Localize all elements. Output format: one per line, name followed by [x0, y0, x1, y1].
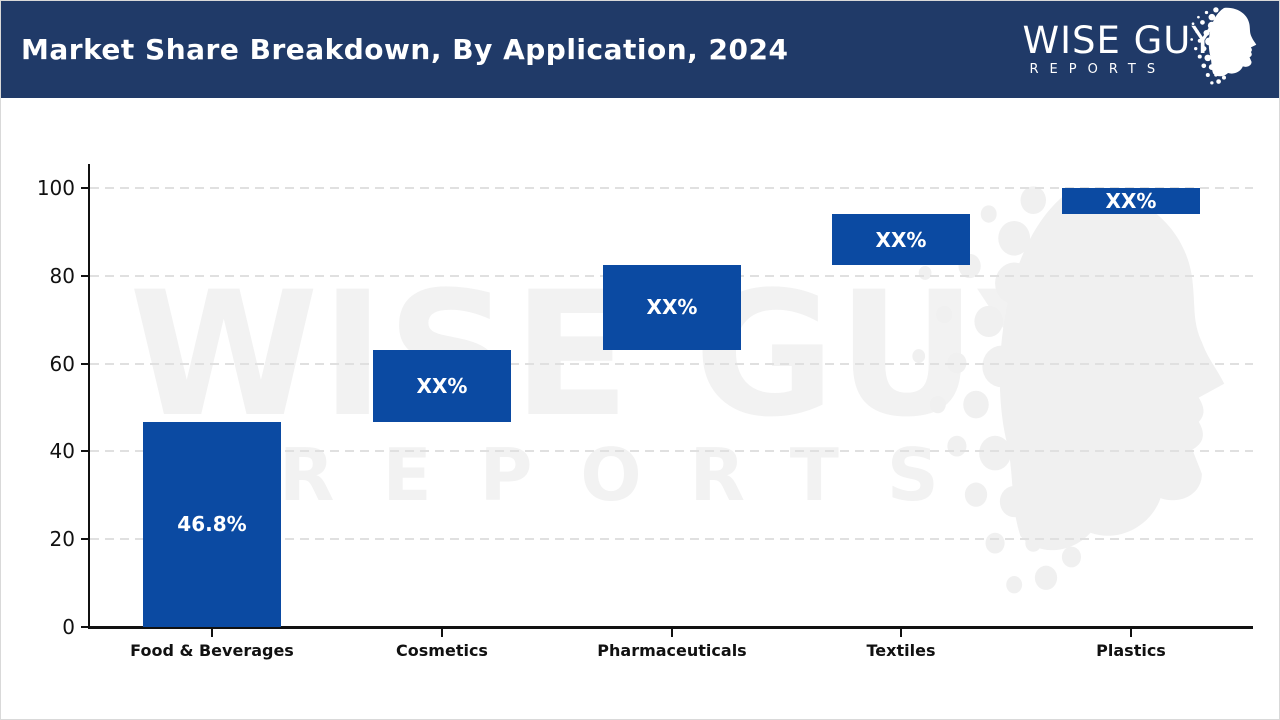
y-tick-80 [81, 274, 90, 277]
logo-wordmark: WISE GUY [1022, 19, 1215, 62]
y-tick-60 [81, 362, 90, 365]
y-tick-label-0: 0 [62, 615, 75, 639]
gridline-40 [90, 450, 1253, 453]
x-category-label-2: Pharmaceuticals [597, 641, 747, 660]
x-axis-line [88, 626, 1253, 629]
bar-food-beverages: 46.8% [143, 421, 281, 627]
x-tick-2 [671, 629, 673, 637]
y-axis-line [88, 164, 90, 627]
wiseguy-logo: WISE GUY REPORTS [1023, 4, 1263, 96]
y-tick-label-100: 100 [36, 176, 75, 200]
bar-cosmetics-text: XX% [416, 373, 468, 398]
y-tick-0 [81, 626, 90, 628]
bar-plastics: XX% [1062, 188, 1200, 215]
x-category-label-3: Textiles [866, 641, 936, 660]
x-tick-3 [900, 629, 902, 637]
y-tick-label-40: 40 [49, 439, 75, 464]
y-tick-label-80: 80 [49, 263, 75, 288]
x-tick-4 [1130, 629, 1132, 637]
logo-subtitle: REPORTS [1029, 62, 1167, 77]
y-tick-40 [81, 450, 90, 453]
page-title: Market Share Breakdown, By Application, … [21, 33, 789, 66]
bar-food-beverages-text: 46.8% [177, 512, 247, 537]
x-category-label-0: Food & Beverages [130, 641, 294, 660]
y-tick-label-60: 60 [49, 351, 75, 376]
bar-pharmaceuticals: XX% [603, 265, 741, 350]
gridline-100 [90, 187, 1253, 189]
logo-text: WISE GUY REPORTS [1023, 22, 1215, 77]
x-category-label-1: Cosmetics [396, 641, 488, 660]
y-tick-label-20: 20 [49, 527, 75, 552]
bar-plastics-text: XX% [1105, 189, 1157, 214]
gridline-60 [90, 362, 1253, 365]
x-tick-0 [211, 629, 213, 637]
bar-cosmetics: XX% [373, 349, 511, 422]
bar-textiles: XX% [832, 214, 970, 266]
header-bar: Market Share Breakdown, By Application, … [1, 1, 1279, 98]
y-tick-100 [81, 187, 90, 189]
x-category-label-4: Plastics [1096, 641, 1166, 660]
y-tick-20 [81, 538, 90, 541]
x-tick-1 [441, 629, 443, 637]
gridline-20 [90, 538, 1253, 541]
bar-textiles-text: XX% [875, 227, 927, 252]
bar-pharmaceuticals-text: XX% [646, 295, 698, 320]
